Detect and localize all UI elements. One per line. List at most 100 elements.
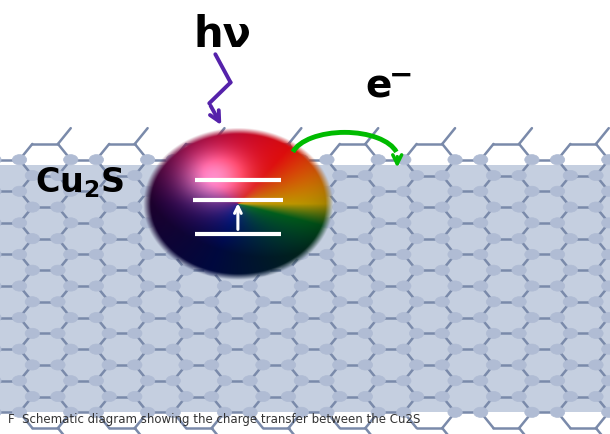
Circle shape <box>102 297 117 307</box>
Circle shape <box>396 186 411 197</box>
Circle shape <box>63 344 78 354</box>
Circle shape <box>448 375 462 386</box>
Circle shape <box>563 171 578 181</box>
Circle shape <box>512 265 526 275</box>
Circle shape <box>243 155 257 165</box>
Circle shape <box>550 312 565 323</box>
Circle shape <box>102 360 117 370</box>
Circle shape <box>448 407 462 418</box>
Circle shape <box>294 407 309 418</box>
Circle shape <box>25 297 40 307</box>
Circle shape <box>486 297 501 307</box>
Circle shape <box>179 391 193 401</box>
Circle shape <box>127 171 142 181</box>
Circle shape <box>589 265 603 275</box>
Circle shape <box>512 391 526 401</box>
Circle shape <box>320 218 334 228</box>
Circle shape <box>89 344 104 354</box>
Circle shape <box>332 297 347 307</box>
Circle shape <box>601 312 610 323</box>
Circle shape <box>371 250 386 260</box>
Circle shape <box>294 375 309 386</box>
Circle shape <box>140 407 155 418</box>
Circle shape <box>140 375 155 386</box>
Circle shape <box>12 407 27 418</box>
Circle shape <box>63 312 78 323</box>
Circle shape <box>294 250 309 260</box>
Circle shape <box>448 155 462 165</box>
Circle shape <box>127 360 142 370</box>
Circle shape <box>473 186 488 197</box>
Circle shape <box>51 328 65 339</box>
Circle shape <box>486 171 501 181</box>
Circle shape <box>332 360 347 370</box>
Circle shape <box>358 297 373 307</box>
Circle shape <box>179 233 193 244</box>
Circle shape <box>63 375 78 386</box>
Circle shape <box>589 171 603 181</box>
Circle shape <box>25 265 40 275</box>
Circle shape <box>166 186 181 197</box>
Circle shape <box>601 250 610 260</box>
Circle shape <box>102 202 117 212</box>
Circle shape <box>448 218 462 228</box>
Circle shape <box>320 312 334 323</box>
Circle shape <box>12 312 27 323</box>
Circle shape <box>512 171 526 181</box>
Circle shape <box>51 297 65 307</box>
Circle shape <box>256 202 270 212</box>
Circle shape <box>525 344 539 354</box>
Circle shape <box>448 344 462 354</box>
Circle shape <box>25 171 40 181</box>
Circle shape <box>371 312 386 323</box>
Circle shape <box>563 391 578 401</box>
Circle shape <box>217 281 232 291</box>
Circle shape <box>25 328 40 339</box>
Circle shape <box>550 186 565 197</box>
Circle shape <box>332 233 347 244</box>
Circle shape <box>396 407 411 418</box>
Circle shape <box>25 202 40 212</box>
Circle shape <box>243 218 257 228</box>
Circle shape <box>396 155 411 165</box>
Circle shape <box>179 265 193 275</box>
Circle shape <box>448 281 462 291</box>
Circle shape <box>243 344 257 354</box>
Circle shape <box>12 375 27 386</box>
Circle shape <box>473 155 488 165</box>
Circle shape <box>358 360 373 370</box>
Circle shape <box>512 202 526 212</box>
Circle shape <box>550 218 565 228</box>
Circle shape <box>0 344 1 354</box>
Circle shape <box>0 155 1 165</box>
Circle shape <box>371 186 386 197</box>
Circle shape <box>550 407 565 418</box>
Circle shape <box>204 391 219 401</box>
Circle shape <box>89 186 104 197</box>
Circle shape <box>0 250 1 260</box>
Circle shape <box>358 265 373 275</box>
Circle shape <box>525 312 539 323</box>
Circle shape <box>217 375 232 386</box>
Circle shape <box>140 218 155 228</box>
Circle shape <box>127 233 142 244</box>
Circle shape <box>332 328 347 339</box>
Circle shape <box>371 218 386 228</box>
Circle shape <box>166 375 181 386</box>
Circle shape <box>332 391 347 401</box>
Circle shape <box>51 391 65 401</box>
Circle shape <box>294 344 309 354</box>
Circle shape <box>525 407 539 418</box>
Circle shape <box>166 344 181 354</box>
Circle shape <box>358 171 373 181</box>
Circle shape <box>63 281 78 291</box>
Circle shape <box>63 186 78 197</box>
Circle shape <box>0 312 1 323</box>
Circle shape <box>25 360 40 370</box>
Circle shape <box>589 297 603 307</box>
Circle shape <box>102 391 117 401</box>
Circle shape <box>396 344 411 354</box>
Circle shape <box>166 312 181 323</box>
Circle shape <box>396 375 411 386</box>
Circle shape <box>473 407 488 418</box>
